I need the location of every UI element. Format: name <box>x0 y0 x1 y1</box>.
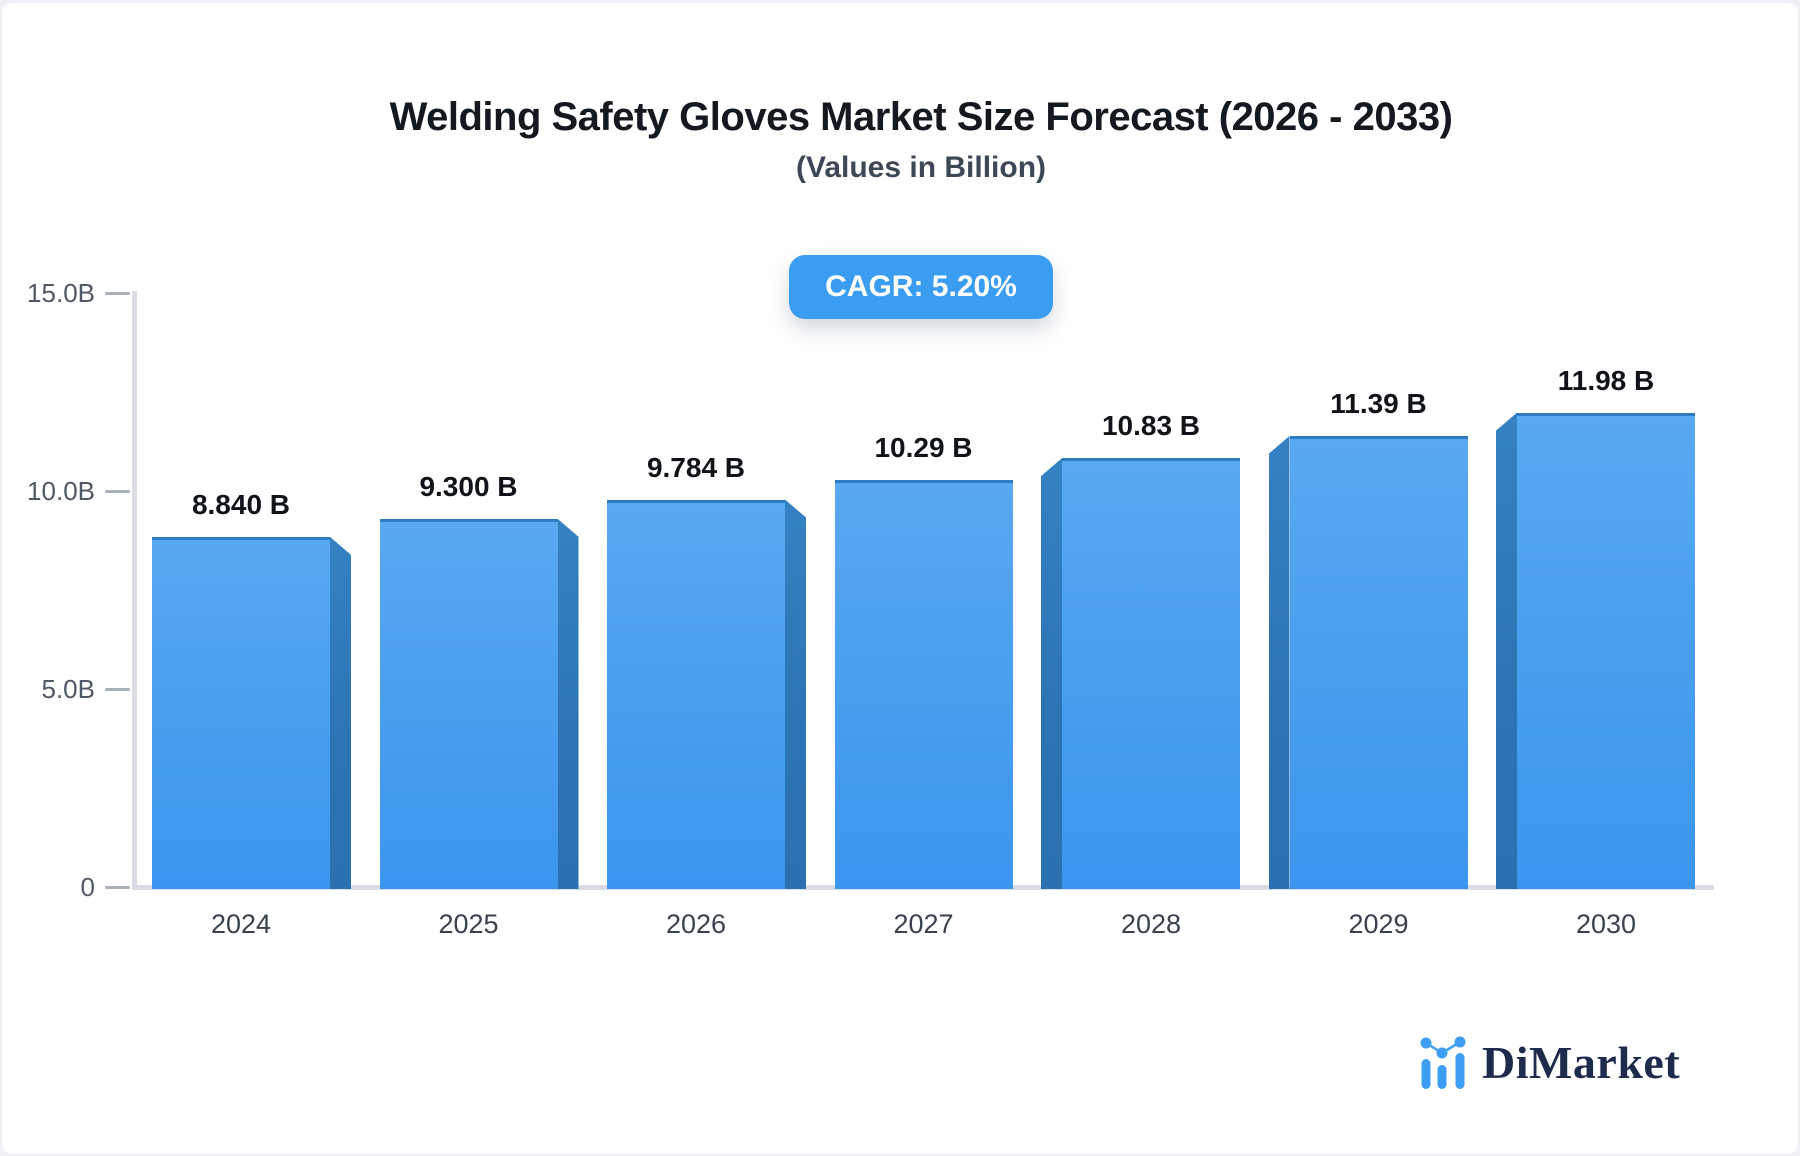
cagr-badge: CAGR: 5.20% <box>789 255 1053 319</box>
y-tick-dash-15.0B <box>105 291 130 295</box>
bar-2028 <box>1062 458 1240 889</box>
bar-value-label-2028: 10.83 B <box>1101 410 1201 442</box>
y-axis-line <box>132 291 137 889</box>
y-tick-label-10.0B: 10.0B <box>27 476 95 506</box>
bar-2025 <box>379 518 558 889</box>
bar-chart-plot: 0 5.0B 10.0B 15.0B 8.840 B 2024 9.300 B 2025 9.7… <box>2 3 1798 1154</box>
y-tick-label-5.0B: 5.0B <box>41 674 96 704</box>
bar-2026 <box>607 499 785 889</box>
bar-2027 <box>834 479 1013 889</box>
bar-value-label-2025: 9.300 B <box>419 470 518 502</box>
bar-chart-logo-icon <box>1420 1036 1466 1089</box>
bar-value-label-2030: 11.98 B <box>1557 364 1655 396</box>
chart-card: Welding Safety Gloves Market Size Foreca… <box>2 3 1798 1154</box>
bar-value-label-2024: 8.840 B <box>191 488 291 520</box>
chart-subtitle: (Values in Billion) <box>795 151 1047 184</box>
x-axis-label-2024: 2024 <box>210 909 272 939</box>
bar-value-label-2029: 11.39 B <box>1330 387 1427 419</box>
x-axis-label-2027: 2027 <box>893 909 954 939</box>
bar-2024 <box>152 536 330 889</box>
chart-title: Welding Safety Gloves Market Size Foreca… <box>389 95 1453 139</box>
y-tick-label-15.0B: 15.0B <box>27 278 95 308</box>
dimarket-logo: DiMarket <box>1420 1035 1680 1089</box>
badge-row: CAGR: 5.20% <box>132 255 1710 319</box>
x-axis-label-2028: 2028 <box>1120 909 1182 939</box>
bar-side-2028 <box>1041 458 1062 889</box>
bar-side-2024 <box>330 536 351 889</box>
x-axis-label-2029: 2029 <box>1348 909 1409 939</box>
y-tick-dash-10.0B <box>105 489 130 493</box>
x-axis-label-2025: 2025 <box>438 909 499 939</box>
bar-value-label-2026: 9.784 B <box>646 451 746 483</box>
logo-text: DiMarket <box>1482 1036 1681 1088</box>
bar-2030 <box>1517 412 1695 889</box>
x-axis-label-2030: 2030 <box>1575 909 1637 939</box>
y-tick-dash-5.0B <box>105 687 130 691</box>
bar-2029 <box>1289 435 1468 889</box>
x-axis-label-2026: 2026 <box>665 909 727 939</box>
bar-side-2025 <box>557 518 579 889</box>
bar-value-label-2027: 10.29 B <box>874 431 973 463</box>
bar-side-2030 <box>1496 412 1517 889</box>
bar-side-2029 <box>1268 435 1290 889</box>
y-tick-dash-0 <box>105 885 130 889</box>
bar-side-2026 <box>785 499 806 889</box>
y-tick-label-0: 0 <box>80 872 95 902</box>
